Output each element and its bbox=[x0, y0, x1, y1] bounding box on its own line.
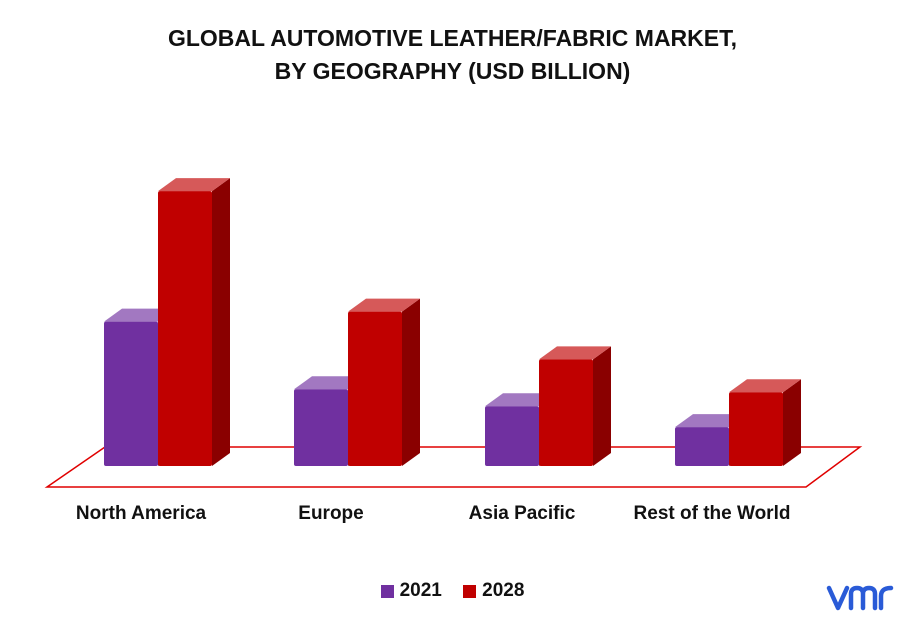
chart-title-line2: BY GEOGRAPHY (USD BILLION) bbox=[274, 58, 631, 84]
bar-asia-pacific-2028-top bbox=[539, 346, 611, 360]
legend-label-2028: 2028 bbox=[482, 580, 525, 601]
legend-label-2021: 2021 bbox=[399, 580, 442, 601]
bar-europe-2021-front bbox=[294, 389, 348, 466]
bar-north-america-2028-top bbox=[158, 178, 230, 192]
legend: 2021 2028 bbox=[0, 580, 905, 604]
chart-title-line1: GLOBAL AUTOMOTIVE LEATHER/FABRIC MARKET, bbox=[167, 25, 738, 51]
bar-north-america-2021-front bbox=[104, 321, 158, 466]
legend-item-2021: 2021 bbox=[380, 580, 442, 602]
bar-europe-2028 bbox=[348, 298, 420, 466]
bar-rest-of-the-world-2028-front bbox=[729, 392, 783, 466]
bar-europe-2028-front bbox=[348, 311, 402, 466]
bar-europe-2028-top bbox=[348, 298, 420, 312]
category-label-asia-pacific: Asia Pacific bbox=[468, 503, 576, 524]
category-label-rest-of-world: Rest of the World bbox=[633, 503, 791, 524]
category-label-north-america: North America bbox=[75, 503, 207, 524]
bar-asia-pacific-2021-front bbox=[485, 406, 539, 466]
bar-north-america-2028-front bbox=[158, 191, 212, 466]
bar-north-america-2028 bbox=[158, 178, 230, 466]
bar-rest-of-the-world-2028-top bbox=[729, 379, 801, 393]
bar-rest-of-the-world-2028-side bbox=[783, 379, 801, 466]
bar-north-america-2028-side bbox=[212, 178, 230, 466]
vmr-logo bbox=[826, 585, 894, 611]
legend-item-2028: 2028 bbox=[463, 580, 524, 602]
bar-asia-pacific-2028-side bbox=[593, 346, 611, 466]
bar-asia-pacific-2028-front bbox=[539, 359, 593, 466]
bar-asia-pacific-2028 bbox=[539, 346, 611, 466]
legend-swatch-2028 bbox=[463, 584, 477, 598]
bar-rest-of-the-world-2021-front bbox=[675, 427, 729, 466]
bar-europe-2028-side bbox=[402, 298, 420, 466]
chart-title: GLOBAL AUTOMOTIVE LEATHER/FABRIC MARKET,… bbox=[0, 22, 905, 88]
bar-rest-of-the-world-2028 bbox=[729, 379, 801, 466]
bar-group bbox=[104, 178, 801, 466]
category-label-europe: Europe bbox=[298, 503, 364, 524]
legend-swatch-2021 bbox=[380, 584, 394, 598]
